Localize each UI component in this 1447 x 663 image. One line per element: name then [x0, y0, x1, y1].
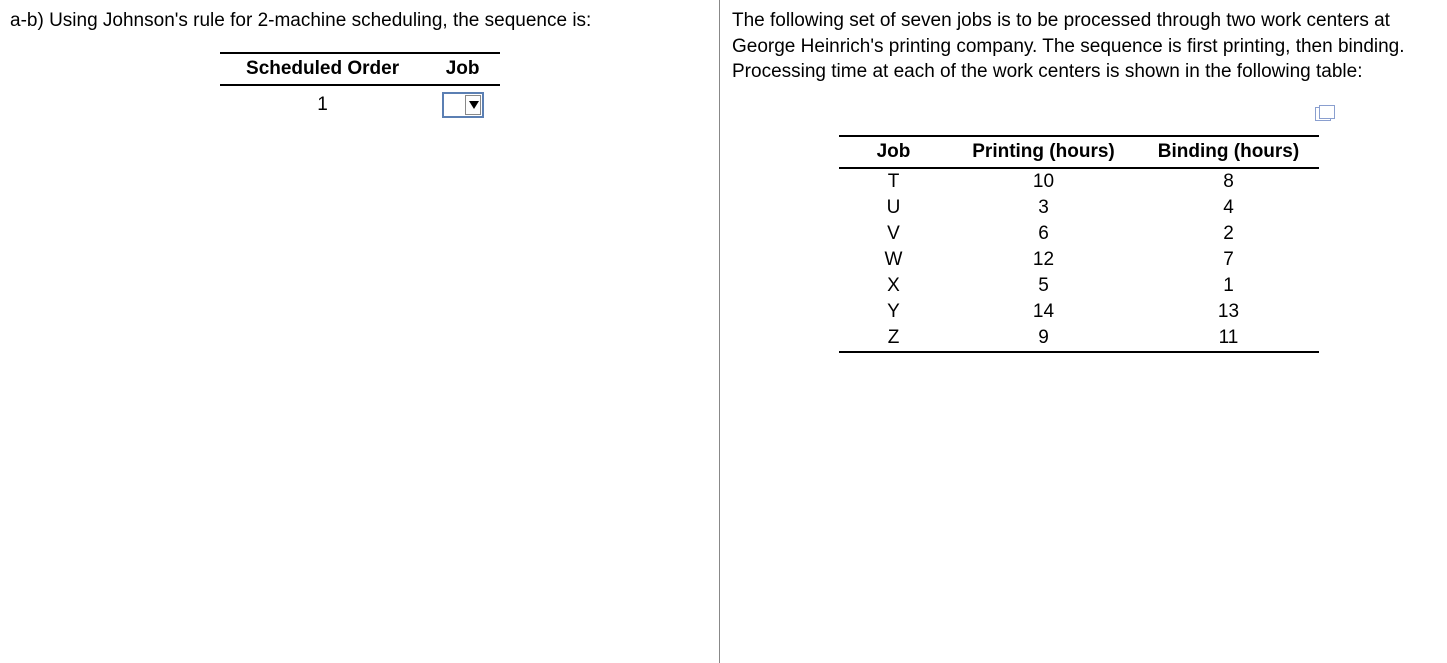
- cell-binding: 1: [1139, 273, 1319, 299]
- cell-printing: 14: [949, 299, 1139, 325]
- cell-printing: 6: [949, 221, 1139, 247]
- cell-printing: 9: [949, 325, 1139, 352]
- cell-binding: 8: [1139, 168, 1319, 195]
- cell-printing: 3: [949, 195, 1139, 221]
- table-row: W 12 7: [839, 247, 1319, 273]
- schedule-table: Scheduled Order Job 1: [220, 52, 500, 124]
- cell-job: Z: [839, 325, 949, 352]
- cell-job: U: [839, 195, 949, 221]
- cell-printing: 5: [949, 273, 1139, 299]
- cell-printing: 10: [949, 168, 1139, 195]
- left-panel: a-b) Using Johnson's rule for 2-machine …: [0, 0, 720, 663]
- problem-text: The following set of seven jobs is to be…: [732, 8, 1425, 85]
- schedule-order-cell: 1: [220, 85, 426, 124]
- popout-icon[interactable]: [1315, 107, 1331, 121]
- data-table-wrap: Job Printing (hours) Binding (hours) T 1…: [839, 135, 1319, 353]
- right-panel: The following set of seven jobs is to be…: [720, 0, 1447, 663]
- data-table-body: T 10 8 U 3 4 V 6 2 W 12 7: [839, 168, 1319, 352]
- table-row: X 5 1: [839, 273, 1319, 299]
- table-row: Z 9 11: [839, 325, 1319, 352]
- cell-binding: 11: [1139, 325, 1319, 352]
- data-table: Job Printing (hours) Binding (hours) T 1…: [839, 135, 1319, 353]
- data-header-row: Job Printing (hours) Binding (hours): [839, 136, 1319, 168]
- schedule-header-order: Scheduled Order: [220, 53, 426, 85]
- schedule-job-cell: [426, 85, 500, 124]
- table-row: V 6 2: [839, 221, 1319, 247]
- schedule-header-job: Job: [426, 53, 500, 85]
- data-header-binding: Binding (hours): [1139, 136, 1319, 168]
- cell-job: T: [839, 168, 949, 195]
- cell-job: X: [839, 273, 949, 299]
- cell-binding: 4: [1139, 195, 1319, 221]
- schedule-header-row: Scheduled Order Job: [220, 53, 500, 85]
- job-dropdown[interactable]: [442, 92, 484, 118]
- cell-binding: 2: [1139, 221, 1319, 247]
- data-header-job: Job: [839, 136, 949, 168]
- cell-printing: 12: [949, 247, 1139, 273]
- cell-job: V: [839, 221, 949, 247]
- table-row: U 3 4: [839, 195, 1319, 221]
- table-row: Y 14 13: [839, 299, 1319, 325]
- question-text: a-b) Using Johnson's rule for 2-machine …: [10, 8, 709, 34]
- cell-job: Y: [839, 299, 949, 325]
- data-header-printing: Printing (hours): [949, 136, 1139, 168]
- cell-job: W: [839, 247, 949, 273]
- table-row: T 10 8: [839, 168, 1319, 195]
- schedule-row: 1: [220, 85, 500, 124]
- cell-binding: 13: [1139, 299, 1319, 325]
- chevron-down-icon: [469, 101, 479, 109]
- cell-binding: 7: [1139, 247, 1319, 273]
